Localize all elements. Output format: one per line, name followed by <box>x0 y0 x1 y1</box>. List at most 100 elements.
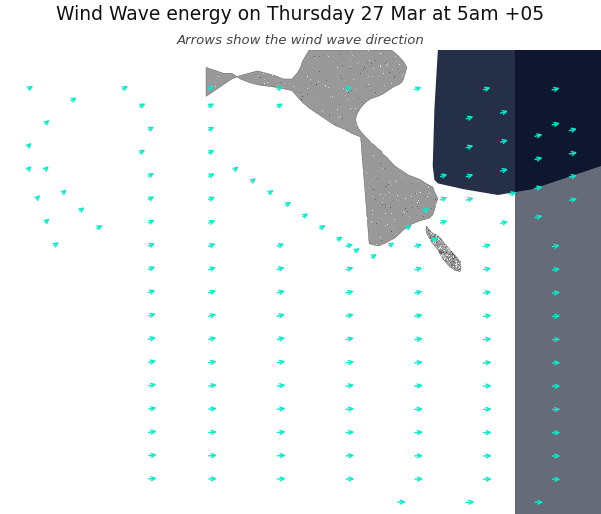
Point <box>365 178 375 186</box>
Point <box>359 156 369 164</box>
Point <box>334 78 343 86</box>
Point <box>317 87 327 96</box>
Point <box>412 194 421 203</box>
Point <box>451 264 461 272</box>
Point <box>441 246 450 254</box>
Point <box>453 260 463 268</box>
Point <box>417 205 427 213</box>
Point <box>357 97 367 105</box>
Point <box>377 214 386 223</box>
Point <box>423 229 433 237</box>
Point <box>456 261 465 269</box>
Point <box>368 186 378 194</box>
Point <box>436 243 445 251</box>
Point <box>355 78 364 86</box>
Point <box>432 234 442 242</box>
Point <box>450 256 459 264</box>
Point <box>430 233 439 242</box>
Point <box>438 244 447 252</box>
Point <box>438 251 447 260</box>
PathPatch shape <box>426 226 461 271</box>
Point <box>450 256 459 265</box>
Point <box>448 263 458 271</box>
Point <box>436 240 446 248</box>
Point <box>449 255 459 263</box>
Point <box>427 188 436 196</box>
Point <box>394 206 404 214</box>
Point <box>454 258 464 266</box>
Point <box>367 56 377 64</box>
Point <box>447 260 456 268</box>
Point <box>447 259 456 267</box>
Point <box>337 61 347 69</box>
Point <box>436 246 446 254</box>
Point <box>427 231 436 240</box>
Point <box>441 257 451 265</box>
Point <box>449 255 459 264</box>
Point <box>407 173 416 181</box>
Point <box>436 239 445 247</box>
Point <box>444 259 453 267</box>
Point <box>424 231 434 239</box>
Point <box>365 204 375 212</box>
Point <box>426 229 435 237</box>
Point <box>433 243 443 251</box>
Point <box>295 93 305 101</box>
Point <box>451 256 460 265</box>
Point <box>439 240 448 248</box>
Point <box>407 188 417 196</box>
Point <box>454 267 464 275</box>
Point <box>430 234 440 242</box>
Point <box>448 250 457 259</box>
Point <box>445 260 455 268</box>
Point <box>323 53 333 62</box>
Point <box>427 232 436 241</box>
Point <box>302 60 312 68</box>
Point <box>431 238 441 247</box>
Point <box>423 227 433 235</box>
Point <box>444 245 453 253</box>
Point <box>384 191 394 199</box>
Point <box>369 187 379 195</box>
Point <box>453 254 462 263</box>
Point <box>429 231 439 239</box>
Point <box>445 262 454 270</box>
Point <box>443 254 453 262</box>
Point <box>434 238 444 246</box>
Point <box>453 260 463 268</box>
Point <box>448 264 458 272</box>
Point <box>431 231 441 240</box>
Point <box>455 258 465 266</box>
Point <box>395 195 405 204</box>
Point <box>442 247 452 255</box>
Point <box>450 261 460 269</box>
Point <box>433 245 443 253</box>
Point <box>424 233 434 241</box>
Point <box>443 245 453 253</box>
Point <box>423 229 433 237</box>
Point <box>345 112 355 120</box>
Point <box>395 67 405 75</box>
Point <box>439 250 448 258</box>
Point <box>427 235 437 243</box>
Point <box>431 195 441 204</box>
Point <box>370 149 380 157</box>
Point <box>433 232 443 241</box>
Point <box>368 169 378 177</box>
Point <box>454 262 464 270</box>
Point <box>426 232 436 241</box>
Point <box>423 226 433 234</box>
Point <box>436 236 446 244</box>
Point <box>357 88 367 97</box>
Point <box>438 246 448 254</box>
Point <box>439 244 448 252</box>
Point <box>375 174 385 182</box>
Point <box>443 260 453 268</box>
Point <box>338 63 348 71</box>
Point <box>429 235 438 243</box>
Point <box>453 266 463 274</box>
Point <box>204 85 214 93</box>
Point <box>444 257 454 265</box>
Point <box>347 76 357 84</box>
Point <box>424 227 433 235</box>
